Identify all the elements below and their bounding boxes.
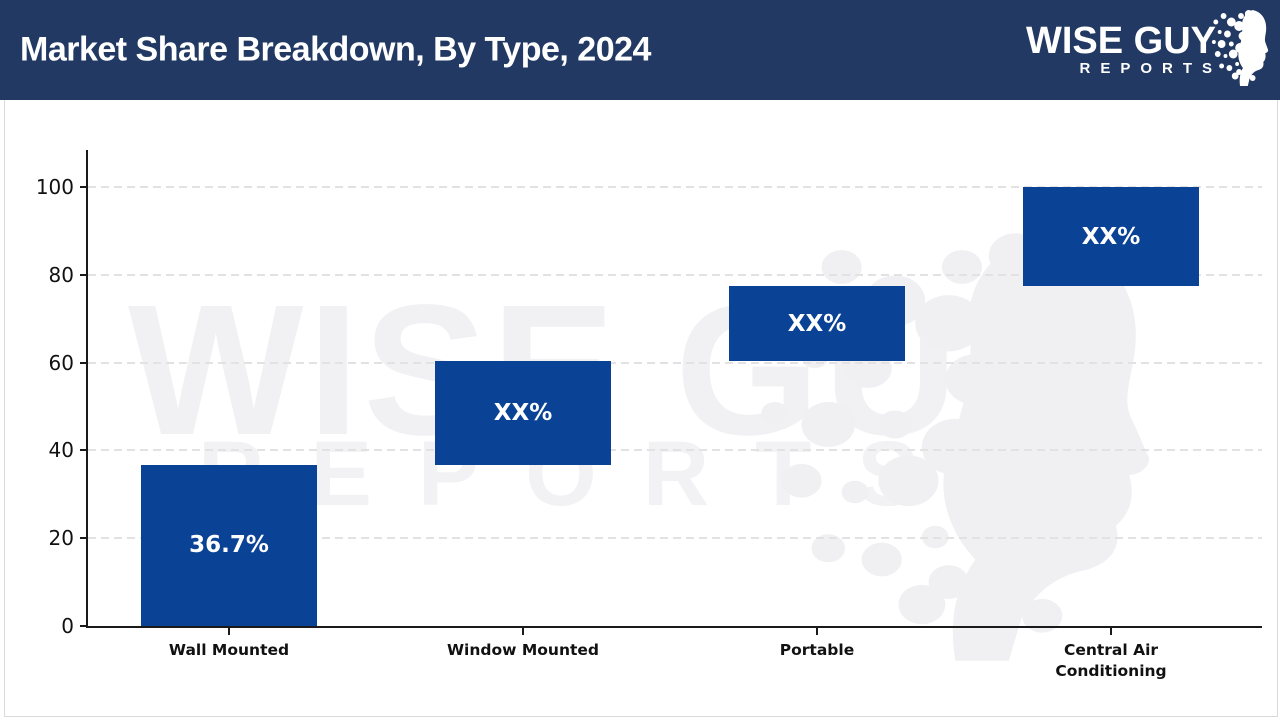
y-axis-tick-label: 40	[48, 438, 74, 463]
y-axis-tick-label: 80	[48, 262, 74, 287]
logo-subtitle: REPORTS	[1079, 60, 1222, 77]
gridline-80	[88, 273, 1262, 276]
x-axis-category-label: Window Mounted	[446, 641, 600, 659]
gridline-40	[88, 449, 1262, 452]
bar-central-air-conditioning: XX%	[1023, 187, 1199, 287]
bar-wall-mounted: 36.7%	[141, 464, 317, 626]
dotted-face-icon	[1211, 10, 1269, 86]
y-axis-tick-label: 20	[48, 526, 74, 551]
x-axis-tick	[816, 628, 818, 635]
y-axis-tick	[80, 537, 88, 540]
y-axis-tick-label: 0	[61, 614, 74, 638]
gridline-100	[88, 186, 1262, 188]
bar-value-label: XX%	[787, 310, 847, 337]
y-axis-tick	[80, 273, 88, 276]
y-axis-tick-label: 60	[48, 350, 74, 375]
wise-guy-reports-logo: WISE GUY REPORTS	[997, 0, 1272, 100]
y-axis-tick	[80, 449, 88, 452]
chart-title: Market Share Breakdown, By Type, 2024	[20, 30, 651, 69]
x-axis-category-label: Portable	[779, 641, 855, 659]
bar-value-label: 36.7%	[189, 532, 269, 559]
bar-portable: XX%	[729, 286, 905, 361]
bar-window-mounted: XX%	[435, 360, 611, 465]
header-bar: Market Share Breakdown, By Type, 2024 WI…	[0, 0, 1280, 100]
y-axis-tick-label: 100	[35, 175, 74, 199]
x-axis-tick	[522, 628, 524, 635]
x-axis-line	[86, 626, 1262, 628]
gridline-60	[88, 361, 1262, 364]
y-axis-tick	[80, 361, 88, 364]
x-axis-category-label: Wall Mounted	[168, 641, 290, 659]
y-axis-line	[86, 150, 88, 628]
x-axis-tick	[228, 628, 230, 635]
x-axis-tick	[1110, 628, 1112, 635]
plot-area: 0 20 40 60 80 100 36.7% Wall Mounted XX% Window M…	[0, 100, 1280, 720]
bar-value-label: XX%	[1081, 223, 1141, 250]
y-axis-tick	[80, 186, 88, 188]
logo-wordmark: WISE GUY	[1025, 20, 1216, 62]
x-axis-category-label: Central Air Conditioning	[1055, 641, 1167, 680]
bar-value-label: XX%	[493, 399, 553, 426]
y-axis-tick	[80, 625, 88, 627]
gridline-20	[88, 537, 1262, 540]
